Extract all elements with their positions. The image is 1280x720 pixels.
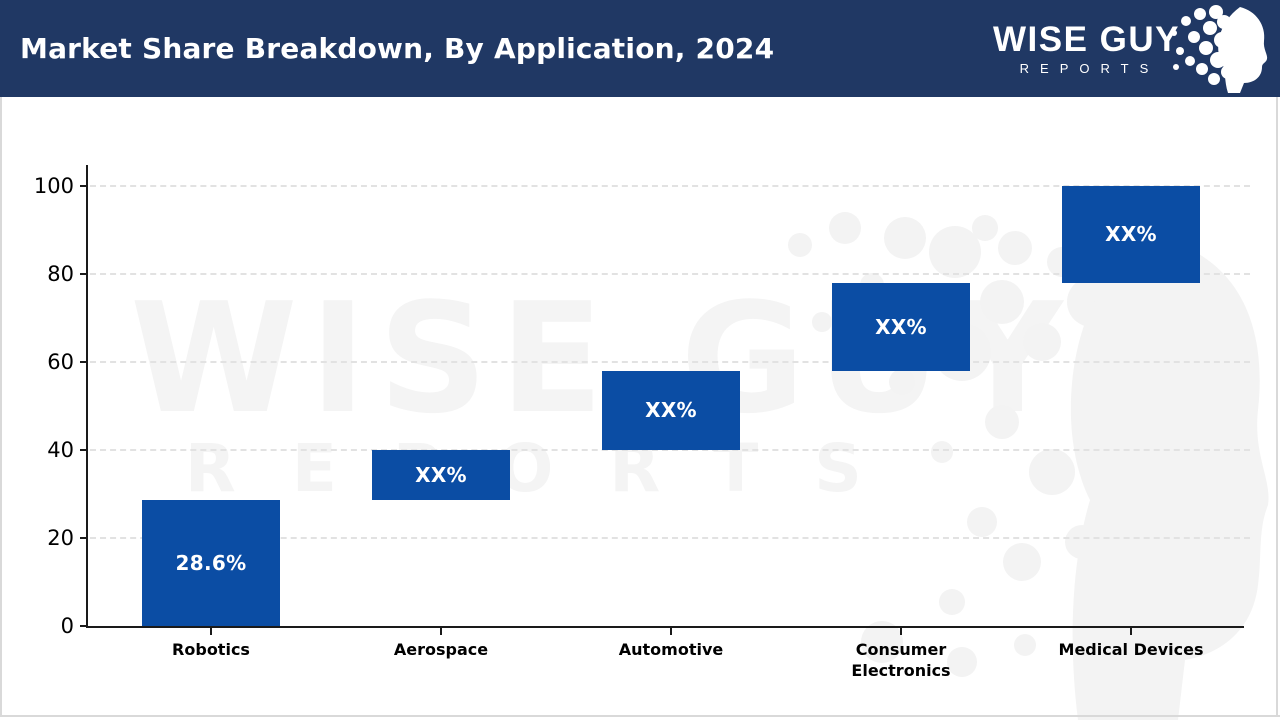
header-bar: Market Share Breakdown, By Application, … — [0, 0, 1280, 97]
y-tick-label-0: 0 — [60, 614, 74, 638]
y-tick-100 — [80, 185, 88, 187]
bar-aerospace: XX% — [372, 450, 510, 501]
bar-medical-devices: XX% — [1062, 186, 1200, 283]
y-tick-40 — [80, 449, 88, 451]
x-tick-medical-devices — [1130, 628, 1132, 635]
y-tick-label-80: 80 — [47, 262, 74, 286]
gridline-60 — [90, 361, 1250, 363]
x-tick-automotive — [670, 628, 672, 635]
logo-reports-label: REPORTS — [1019, 60, 1160, 76]
y-tick-label-40: 40 — [47, 438, 74, 462]
x-axis-spine — [86, 626, 1244, 628]
gridline-40 — [90, 449, 1250, 451]
gridline-20 — [90, 537, 1250, 539]
y-tick-label-20: 20 — [47, 526, 74, 550]
bar-automotive: XX% — [602, 370, 740, 450]
y-tick-20 — [80, 537, 88, 539]
bar-value-label-robotics: 28.6% — [175, 551, 247, 576]
page-title: Market Share Breakdown, By Application, … — [20, 32, 775, 65]
logo-dotted-head-icon — [1171, 4, 1268, 93]
x-tick-label-medical-devices: Medical Devices — [1058, 640, 1204, 659]
y-tick-label-60: 60 — [47, 350, 74, 374]
y-tick-0 — [80, 625, 88, 627]
gridline-100 — [90, 185, 1250, 187]
x-tick-label-automotive: Automotive — [618, 640, 724, 659]
y-tick-60 — [80, 361, 88, 363]
watermark-reports-text: REPORTS — [185, 430, 918, 507]
bar-value-label-consumer-electronics: XX% — [875, 314, 927, 339]
bar-value-label-automotive: XX% — [645, 398, 697, 423]
x-tick-label-consumer-electronics: Consumer Electronics — [851, 640, 951, 680]
x-tick-label-robotics: Robotics — [172, 640, 250, 659]
bar-value-label-medical-devices: XX% — [1105, 222, 1157, 247]
card-border-right — [1276, 97, 1278, 717]
bar-value-label-aerospace: XX% — [415, 463, 467, 488]
bar-robotics: 28.6% — [142, 500, 280, 626]
card-border-bottom — [0, 715, 1280, 717]
wise-guy-reports-logo: WISE GUY REPORTS — [993, 3, 1280, 95]
logo-text: WISE GUY REPORTS — [993, 22, 1180, 76]
x-tick-robotics — [210, 628, 212, 635]
logo-wiseguy-label: WISE GUY — [992, 19, 1180, 59]
y-tick-80 — [80, 273, 88, 275]
y-axis-spine — [86, 165, 88, 628]
x-tick-label-aerospace: Aerospace — [393, 640, 489, 659]
x-tick-aerospace — [440, 628, 442, 635]
bar-consumer-electronics: XX% — [832, 282, 970, 371]
card-border-left — [0, 97, 2, 717]
x-tick-consumer-electronics — [900, 628, 902, 635]
y-tick-label-100: 100 — [33, 174, 74, 198]
gridline-80 — [90, 273, 1250, 275]
